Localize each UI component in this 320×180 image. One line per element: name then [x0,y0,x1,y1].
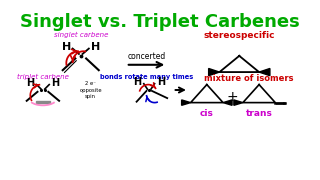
Polygon shape [182,100,191,105]
Polygon shape [234,100,243,105]
Text: singlet carbene: singlet carbene [53,32,108,39]
Text: H: H [52,78,60,88]
Text: H: H [26,78,34,88]
Text: bonds rotate many times: bonds rotate many times [100,74,193,80]
Text: +: + [226,90,238,104]
Text: H: H [62,42,71,52]
Polygon shape [259,68,270,76]
Polygon shape [223,100,232,105]
Polygon shape [36,101,50,103]
Text: Singlet vs. Triplet Carbenes: Singlet vs. Triplet Carbenes [20,13,300,31]
Text: H: H [133,77,141,87]
Text: stereospecific: stereospecific [204,31,275,40]
Text: 2 e⁻
opposite
spin: 2 e⁻ opposite spin [79,81,102,99]
Text: mixture of isomers: mixture of isomers [204,74,293,83]
Text: triplet carbene: triplet carbene [17,74,69,80]
Text: H: H [91,42,100,52]
Text: cis: cis [200,109,214,118]
Text: H: H [157,77,165,87]
Text: concerted: concerted [127,52,166,61]
Polygon shape [209,68,220,76]
Text: trans: trans [246,109,273,118]
